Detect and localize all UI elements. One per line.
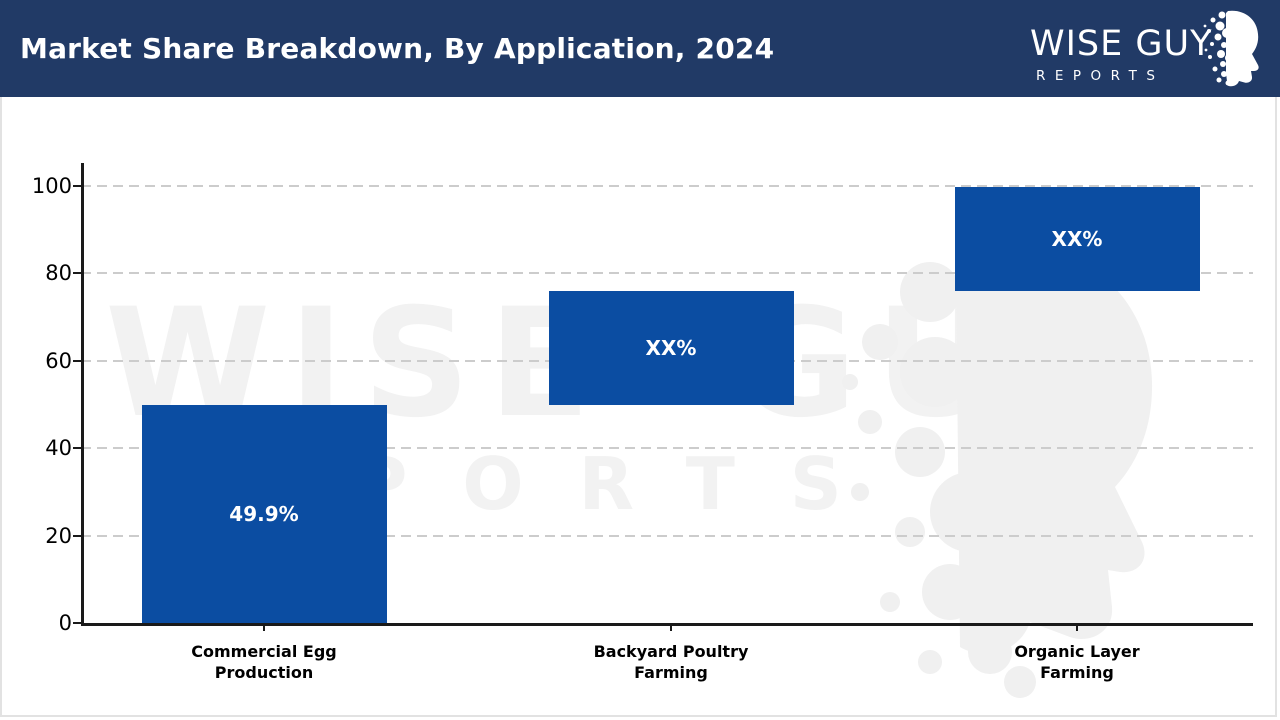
y-tick-label-80: 80: [45, 261, 72, 286]
gridline-100: [81, 185, 1253, 187]
y-tick-60: [73, 359, 81, 362]
y-tick-label-0: 0: [58, 611, 72, 635]
bar-backyard-poultry-farming: XX%: [548, 290, 794, 405]
y-tick-100: [73, 185, 81, 187]
x-tick-organic-layer-farming: [1076, 625, 1078, 631]
x-tick-commercial-egg-production: [263, 625, 265, 631]
gridline-20: [81, 534, 1253, 537]
y-tick-label-20: 20: [45, 523, 72, 548]
bar-value-label-commercial-egg-production: 49.9%: [229, 501, 299, 526]
bar-organic-layer-farming: XX%: [954, 186, 1200, 291]
logo-wordmark: WISE GUY: [1030, 24, 1213, 64]
y-tick-0: [73, 622, 81, 624]
y-tick-80: [73, 272, 81, 275]
bar-commercial-egg-production: 49.9%: [141, 404, 387, 623]
wise-guy-reports-logo: WISE GUY REPORTS: [1030, 10, 1259, 86]
bar-value-label-organic-layer-farming: XX%: [1051, 226, 1103, 251]
chart-area: WISE GUY REPORTS 0 20 40 60 80 100 49.9% Commer…: [0, 97, 1280, 720]
x-tick-backyard-poultry-farming: [670, 625, 672, 631]
x-axis-line: [81, 623, 1253, 626]
y-tick-40: [73, 447, 81, 450]
bar-value-label-backyard-poultry-farming: XX%: [645, 335, 697, 360]
y-axis-line: [81, 163, 84, 626]
y-tick-20: [73, 534, 81, 537]
gridline-40: [81, 447, 1253, 450]
y-tick-label-40: 40: [45, 436, 72, 461]
y-tick-label-60: 60: [45, 348, 72, 373]
x-axis-label-organic-layer-farming: Organic Layer Farming: [1014, 642, 1140, 682]
x-axis-label-backyard-poultry-farming: Backyard Poultry Farming: [593, 642, 749, 682]
header-bar: Market Share Breakdown, By Application, …: [0, 0, 1280, 97]
logo-subtext: REPORTS: [1036, 68, 1164, 84]
gridline-80: [81, 272, 1253, 275]
x-axis-label-commercial-egg-production: Commercial Egg Production: [191, 642, 337, 682]
plot-area: 0 20 40 60 80 100 49.9% Commercial Egg Producti…: [0, 97, 1280, 720]
logo-dotted-head-icon: [1203, 10, 1259, 86]
page-title: Market Share Breakdown, By Application, …: [20, 32, 775, 65]
y-tick-label-100: 100: [31, 174, 72, 198]
